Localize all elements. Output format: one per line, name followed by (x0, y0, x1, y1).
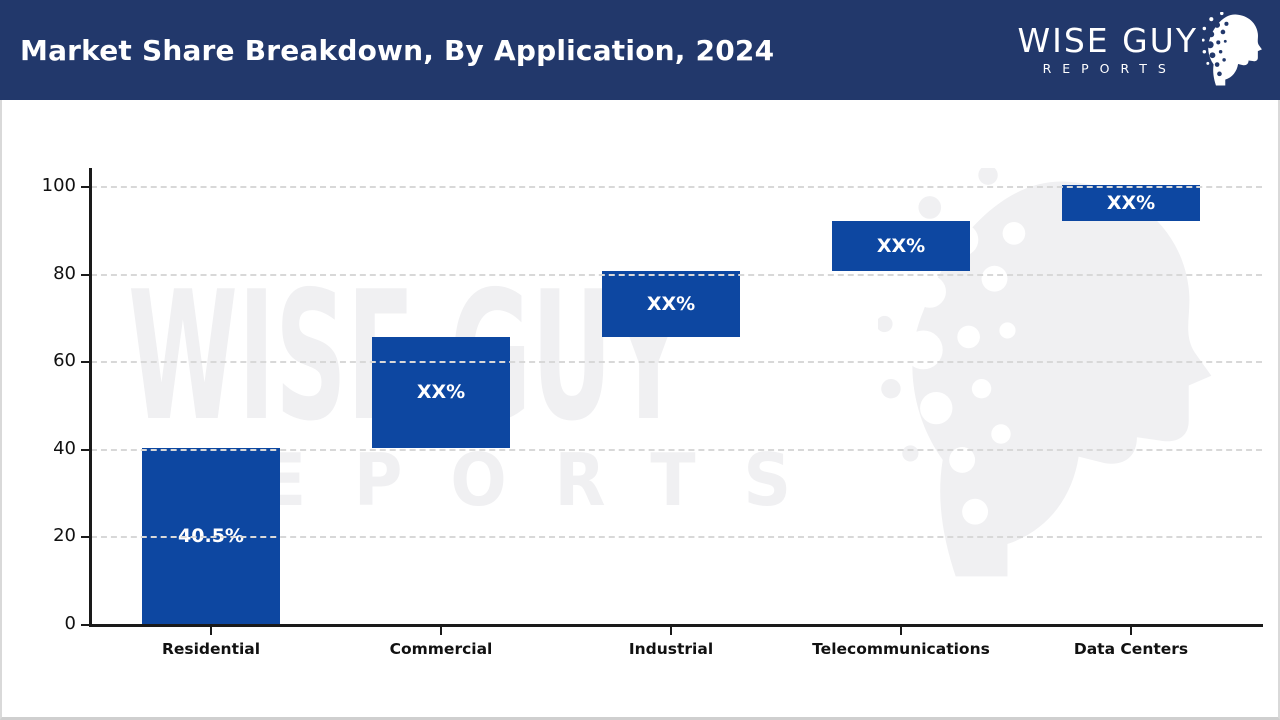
page-title: Market Share Breakdown, By Application, … (20, 33, 775, 67)
x-tick-commercial (440, 627, 442, 635)
grid-line-60 (91, 361, 1262, 364)
bar-value-label-data-centers: XX% (1106, 192, 1156, 215)
x-tick-label-industrial: Industrial (628, 640, 714, 658)
y-tick-0 (81, 624, 90, 626)
bar-value-label-telecommunications: XX% (876, 234, 926, 257)
grid-line-40 (91, 448, 1262, 451)
logo-reports-text: REPORTS (1042, 60, 1177, 76)
y-tick-label-80: 80 (53, 262, 76, 284)
bar-value-label-residential: 40.5% (178, 525, 244, 548)
bar-commercial: XX% (372, 336, 510, 448)
x-tick-residential (210, 627, 212, 635)
wise-guy-logo: WISE GUY REPORTS (1017, 12, 1266, 88)
logo-wordmark: WISE GUY (1017, 21, 1198, 61)
y-tick-20 (81, 536, 90, 539)
bar-residential: 40.5% (142, 447, 280, 625)
y-tick-80 (81, 273, 90, 276)
x-tick-telecommunications (900, 627, 902, 635)
y-axis-line (89, 168, 92, 627)
y-tick-40 (81, 448, 90, 451)
y-tick-label-40: 40 (53, 437, 76, 459)
header-bar: Market Share Breakdown, By Application, … (0, 0, 1280, 100)
bar-value-label-industrial: XX% (646, 292, 696, 315)
x-axis-line (89, 624, 1263, 627)
x-tick-industrial (670, 627, 672, 635)
x-tick-label-residential: Residential (161, 640, 261, 658)
grid-line-80 (91, 273, 1262, 276)
y-tick-100 (81, 186, 90, 188)
x-tick-label-commercial: Commercial (389, 640, 493, 658)
y-tick-label-0: 0 (64, 613, 76, 634)
x-tick-label-telecommunications: Telecommunications (812, 640, 990, 658)
grid-line-100 (91, 186, 1262, 188)
bar-telecommunications: XX% (832, 221, 970, 271)
y-tick-label-100: 100 (41, 175, 76, 196)
logo-text: WISE GUY REPORTS (1017, 24, 1198, 76)
x-tick-label-data-centers: Data Centers (1073, 640, 1189, 658)
bar-data-centers: XX% (1062, 185, 1200, 222)
y-tick-60 (81, 361, 90, 364)
x-tick-data-centers (1130, 627, 1132, 635)
bar-industrial: XX% (602, 270, 740, 337)
y-tick-label-20: 20 (53, 525, 76, 547)
bar-value-label-commercial: XX% (416, 381, 466, 404)
wise-guy-head-icon (1202, 12, 1262, 86)
grid-line-20 (91, 536, 1262, 539)
y-tick-label-60: 60 (53, 350, 76, 372)
